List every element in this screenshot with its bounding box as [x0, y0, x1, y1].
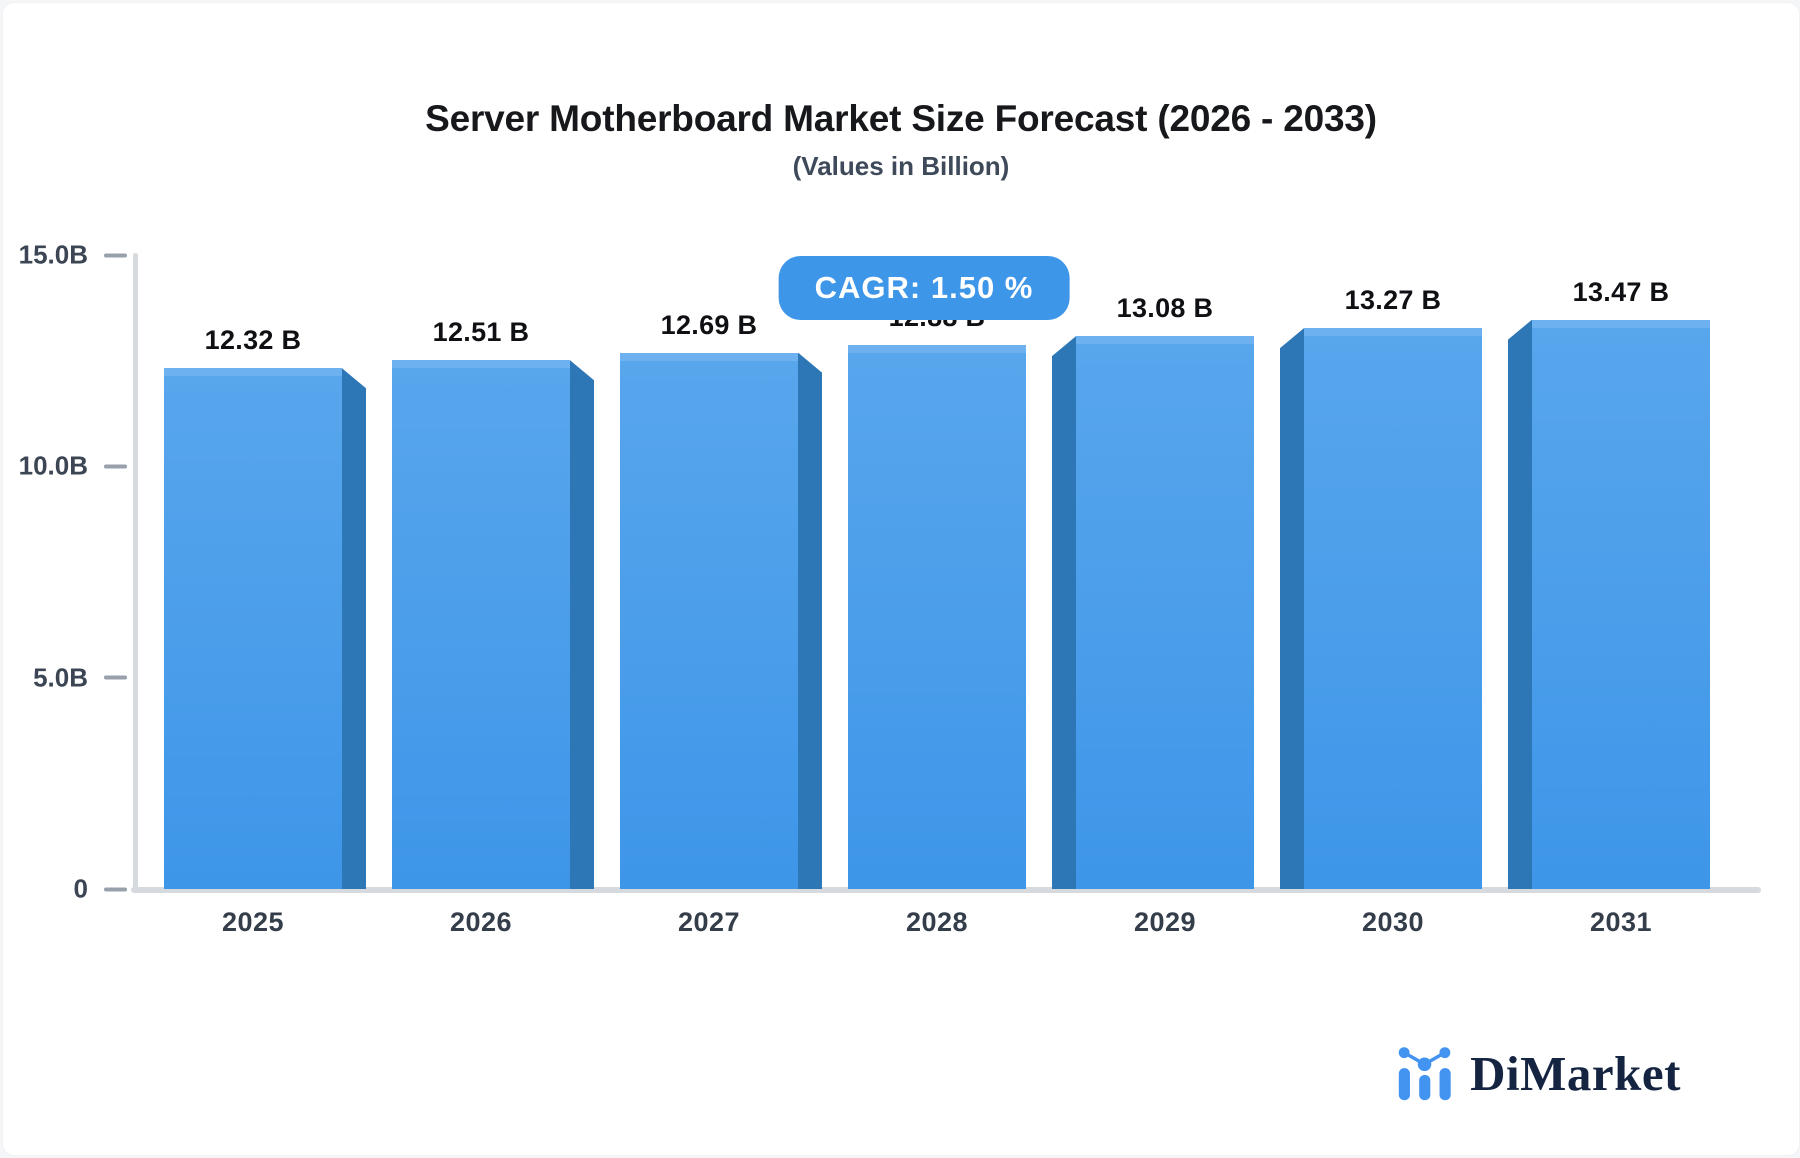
chart-subtitle: (Values in Billion) — [792, 151, 1010, 181]
x-axis-line — [131, 887, 1761, 893]
bar-group: 13.08 B — [1051, 255, 1279, 889]
x-tick-label: 2025 — [221, 907, 285, 937]
x-tick-label: 2031 — [1589, 907, 1653, 937]
bar-value-label: 12.69 B — [660, 309, 758, 340]
bar-value-label: 12.32 B — [204, 325, 302, 356]
y-tick: 10.0B — [3, 451, 127, 482]
bar-2026: 12.51 B — [392, 317, 594, 889]
x-tick-label: 2027 — [677, 907, 741, 937]
bar-3d-side — [1280, 328, 1304, 889]
y-tick-label: 15.0B — [18, 239, 88, 270]
bar-group: 13.27 B — [1279, 255, 1507, 889]
y-tick-label: 10.0B — [18, 450, 88, 481]
bar-2028: 12.88 B — [848, 302, 1026, 889]
y-tick-dash-icon — [104, 253, 127, 257]
bar-value-label: 13.08 B — [1116, 293, 1214, 324]
y-tick: 5.0B — [3, 662, 127, 693]
bar-value-label: 13.47 B — [1572, 276, 1670, 307]
bar-2029: 13.08 B — [1052, 293, 1254, 889]
y-axis-line — [133, 253, 138, 893]
bar-3d-side — [1052, 336, 1076, 889]
bar-value-label: 12.51 B — [432, 317, 530, 348]
y-axis: 15.0B 10.0B 5.0B 0 — [3, 240, 131, 904]
brand-logo: DiMarket — [1393, 1043, 1681, 1103]
y-tick-label: 5.0B — [33, 662, 88, 693]
y-tick-dash-icon — [104, 675, 127, 680]
bar-2025: 12.32 B — [164, 325, 366, 889]
y-tick: 0 — [3, 874, 127, 905]
chart-title: Server Motherboard Market Size Forecast … — [425, 98, 1377, 139]
brand-logo-text: DiMarket — [1470, 1045, 1681, 1101]
bar-line-chart-icon — [1398, 1047, 1451, 1101]
bar-group: 12.32 B — [139, 255, 367, 889]
bar-group: 12.51 B — [367, 255, 595, 889]
bar-3d-side — [1508, 319, 1532, 889]
bar-3d-side — [342, 368, 366, 889]
x-tick-label: 2028 — [905, 907, 969, 937]
cagr-badge: CAGR: 1.50 % — [778, 256, 1070, 320]
bar-2031: 13.47 B — [1508, 277, 1710, 889]
y-tick: 15.0B — [3, 240, 127, 271]
x-tick-label: 2029 — [1133, 907, 1197, 937]
y-tick-dash-icon — [104, 887, 127, 891]
y-tick-dash-icon — [104, 464, 127, 469]
bar-3d-side — [570, 360, 594, 889]
bar-3d-side — [798, 352, 822, 889]
bar-2030: 13.27 B — [1280, 285, 1482, 889]
plot-area: 12.32 B 12.51 B 12.69 B 12.88 B 13.08 B 13.27… — [139, 255, 1735, 889]
x-axis-labels: 2025 2026 2027 2028 2029 2030 2031 — [139, 907, 1735, 938]
y-tick-label: 0 — [73, 873, 88, 904]
bar-2027: 12.69 B — [620, 310, 822, 889]
x-tick-label: 2026 — [449, 907, 513, 937]
bar-group: 13.47 B — [1507, 255, 1735, 889]
bar-group: 12.69 B — [595, 255, 823, 889]
bar-group: 12.88 B — [823, 255, 1051, 889]
x-tick-label: 2030 — [1361, 907, 1425, 937]
bar-value-label: 13.27 B — [1344, 285, 1442, 316]
